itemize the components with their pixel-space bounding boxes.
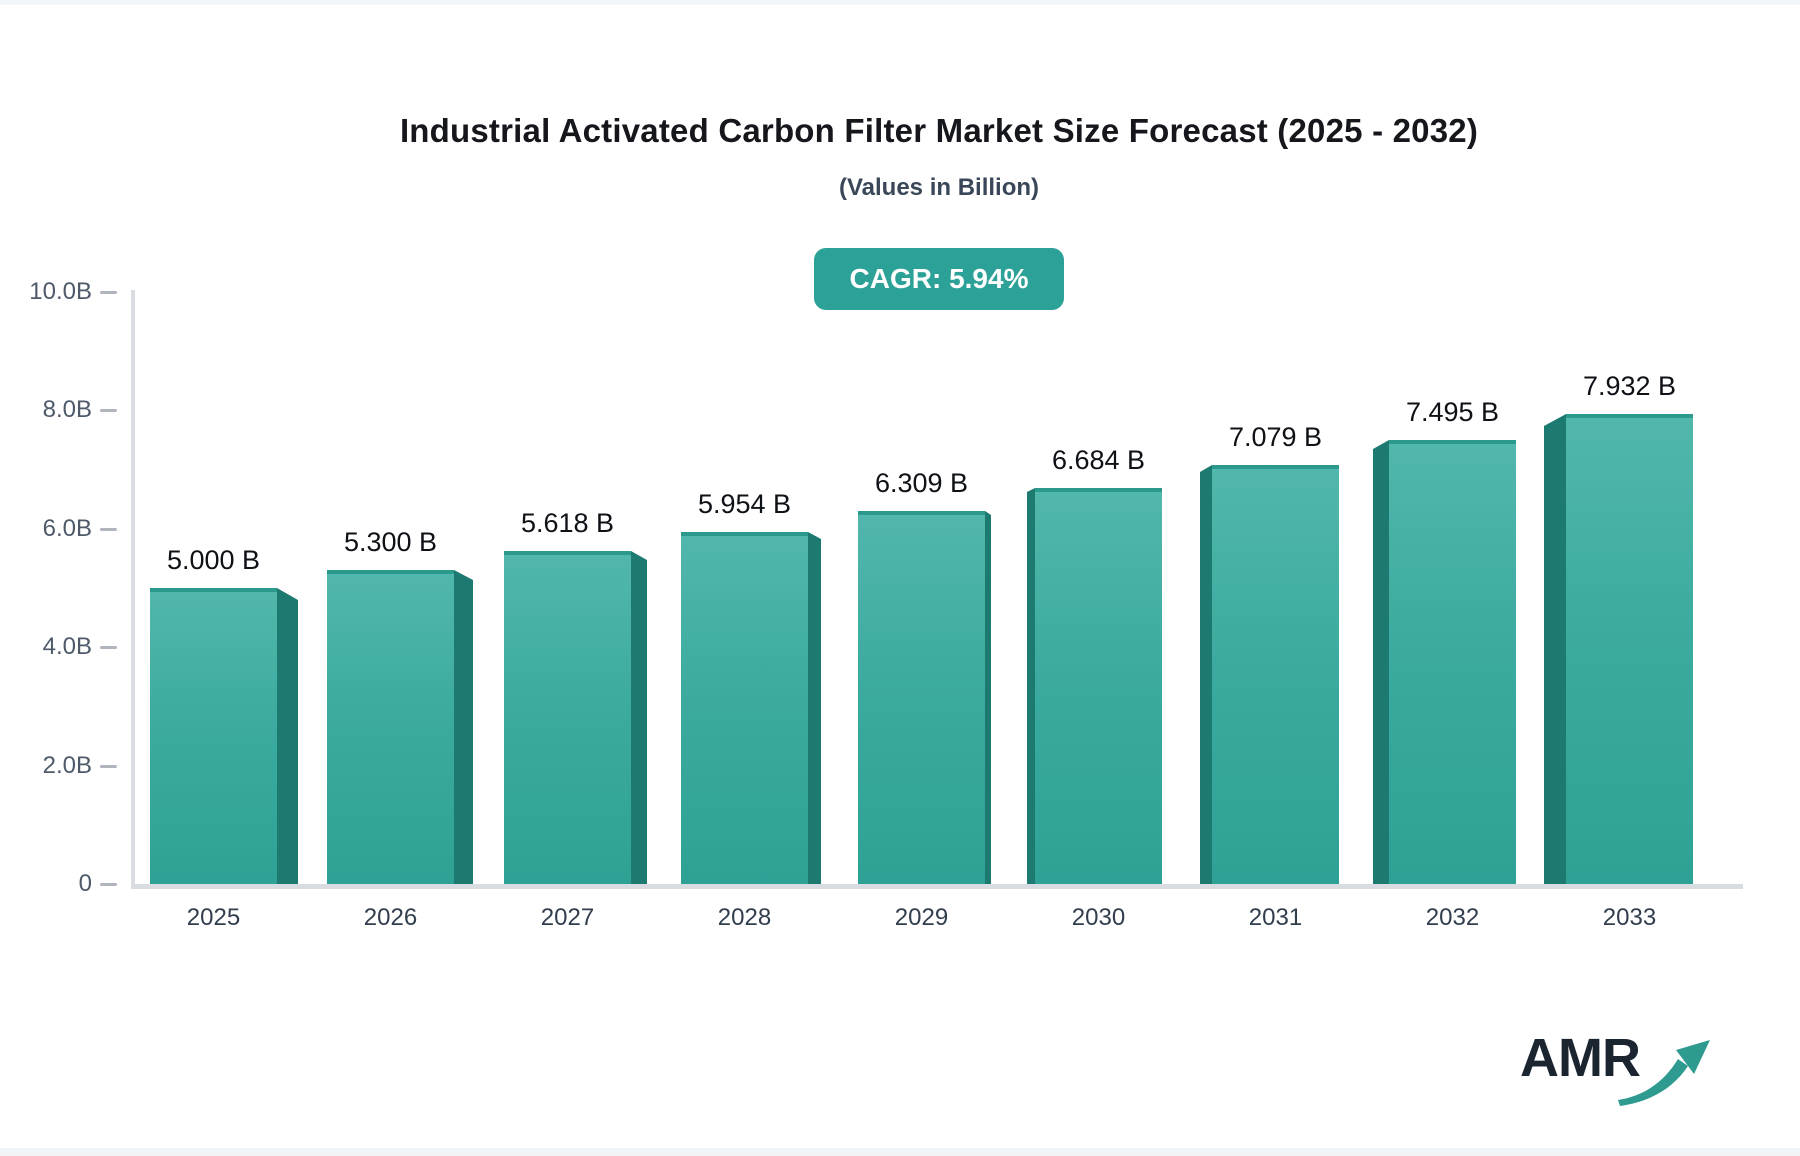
bar-2029: 6.309 B 2029 <box>858 468 991 931</box>
x-axis-label-2027: 2027 <box>540 904 595 931</box>
bar-face <box>858 511 985 884</box>
bar-2028: 5.954 B 2028 <box>681 489 821 931</box>
cagr-badge: CAGR: 5.94% <box>813 248 1065 310</box>
card-bottom-border <box>0 1148 1800 1156</box>
bar-value-label: 5.000 B <box>166 545 261 575</box>
bar-side-face <box>631 551 647 884</box>
bar-face <box>1212 465 1339 884</box>
x-axis-baseline <box>131 884 1743 889</box>
bar-side-face <box>454 570 473 884</box>
bar-value-label: 7.495 B <box>1405 397 1500 427</box>
y-tick-mark <box>100 527 117 531</box>
bar-value-label: 5.300 B <box>343 527 438 557</box>
amr-logo-text: AMR <box>1520 1028 1641 1088</box>
y-tick-label: 10.0B <box>29 278 92 305</box>
bar-value-label: 5.618 B <box>520 508 615 538</box>
x-axis-label-2025: 2025 <box>186 904 241 931</box>
y-tick-label: 8.0B <box>42 396 92 424</box>
card-top-border <box>0 0 1800 5</box>
x-axis-label-2032: 2032 <box>1425 904 1480 931</box>
bar-2025: 5.000 B 2025 <box>150 545 298 931</box>
bar-face <box>150 588 277 884</box>
bar-2026: 5.300 B 2026 <box>327 527 473 931</box>
chart-title: Industrial Activated Carbon Filter Marke… <box>399 112 1479 149</box>
bar-value-label: 6.684 B <box>1051 445 1146 475</box>
x-axis-label-2031: 2031 <box>1248 904 1303 931</box>
bar-side-face <box>1027 488 1035 884</box>
bar-face <box>1389 440 1516 884</box>
y-tick-label: 0 <box>78 870 92 897</box>
y-tick-label: 4.0B <box>42 633 92 661</box>
amr-logo: AMR <box>1520 1028 1718 1112</box>
bar-face <box>504 551 631 884</box>
y-tick-mark <box>100 764 117 768</box>
bar-side-face <box>1200 465 1212 884</box>
y-tick-mark <box>100 409 117 413</box>
x-axis-label-2030: 2030 <box>1071 904 1126 931</box>
y-tick-mark <box>100 291 117 294</box>
bar-side-face <box>277 588 298 884</box>
bar-side-face <box>1373 440 1389 884</box>
bar-2033: 7.932 B 2033 <box>1544 371 1693 931</box>
bar-face <box>327 570 454 884</box>
bar-face <box>1035 488 1162 884</box>
x-axis-label-2028: 2028 <box>717 904 772 931</box>
bar-2031: 7.079 B 2031 <box>1200 422 1339 931</box>
bar-value-label: 7.932 B <box>1582 371 1677 401</box>
bar-face <box>681 532 808 884</box>
bar-2027: 5.618 B 2027 <box>504 508 647 931</box>
bar-2030: 6.684 B 2030 <box>1027 445 1162 931</box>
y-axis-line <box>131 290 135 889</box>
plot-area: 10.0B 8.0B 6.0B 4.0B 2.0B 0 5.000 B 2025 5.300 B… <box>29 280 1745 931</box>
chart-subtitle: (Values in Billion) <box>838 174 1040 201</box>
bar-face <box>1566 414 1693 884</box>
bar-side-face <box>985 511 991 884</box>
bar-value-label: 6.309 B <box>874 468 969 498</box>
x-axis-label-2033: 2033 <box>1602 904 1657 931</box>
x-axis-label-2026: 2026 <box>363 904 418 931</box>
bar-side-face <box>808 532 821 884</box>
y-tick-mark <box>100 883 117 886</box>
y-tick-label: 6.0B <box>42 514 92 542</box>
chart-header: Industrial Activated Carbon Filter Marke… <box>133 0 1745 310</box>
y-tick-label: 2.0B <box>42 751 92 779</box>
bar-2032: 7.495 B 2032 <box>1373 397 1516 931</box>
bar-value-label: 7.079 B <box>1228 422 1323 452</box>
bar-side-face <box>1544 414 1566 884</box>
y-tick-mark <box>100 646 117 650</box>
growth-arrow-icon <box>1618 1040 1710 1106</box>
x-axis-label-2029: 2029 <box>894 904 949 931</box>
bar-value-label: 5.954 B <box>697 489 792 519</box>
